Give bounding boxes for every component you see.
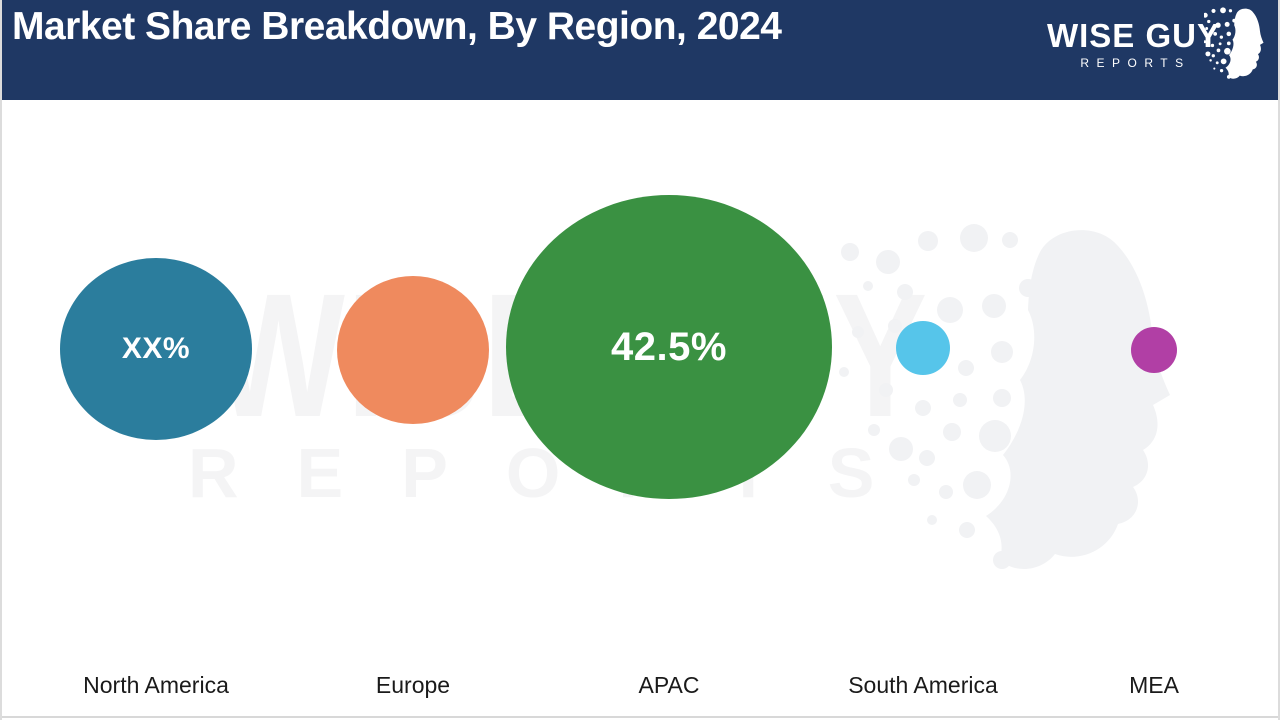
category-label-mea: MEA [1129,672,1179,698]
bubble-value-label: XX% [121,332,191,365]
watermark-head-icon [839,224,1170,570]
bubble-europe [337,276,489,424]
category-label-south-america: South America [848,672,998,698]
bubble-north-america: XX% [60,258,252,440]
logo-head-icon [1204,7,1264,79]
header-bar: Market Share Breakdown, By Region, 2024 … [2,0,1278,100]
brand-logo-text: WISE GUY REPORTS [1047,19,1220,70]
category-label-north-america: North America [83,672,229,698]
brand-logo: WISE GUY REPORTS [1047,7,1266,81]
bubble-value-label: 42.5% [611,324,727,369]
logo-tagline: REPORTS [1080,56,1191,70]
bubble-apac: 42.5% [506,195,832,499]
logo-wordmark: WISE GUY [1046,17,1220,54]
category-label-apac: APAC [638,672,700,698]
bubble-mea [1131,327,1177,373]
category-label-europe: Europe [375,672,451,698]
chart-title: Market Share Breakdown, By Region, 2024 [12,5,782,48]
baseline-rule [2,716,1278,718]
bubble-south-america [896,321,950,375]
